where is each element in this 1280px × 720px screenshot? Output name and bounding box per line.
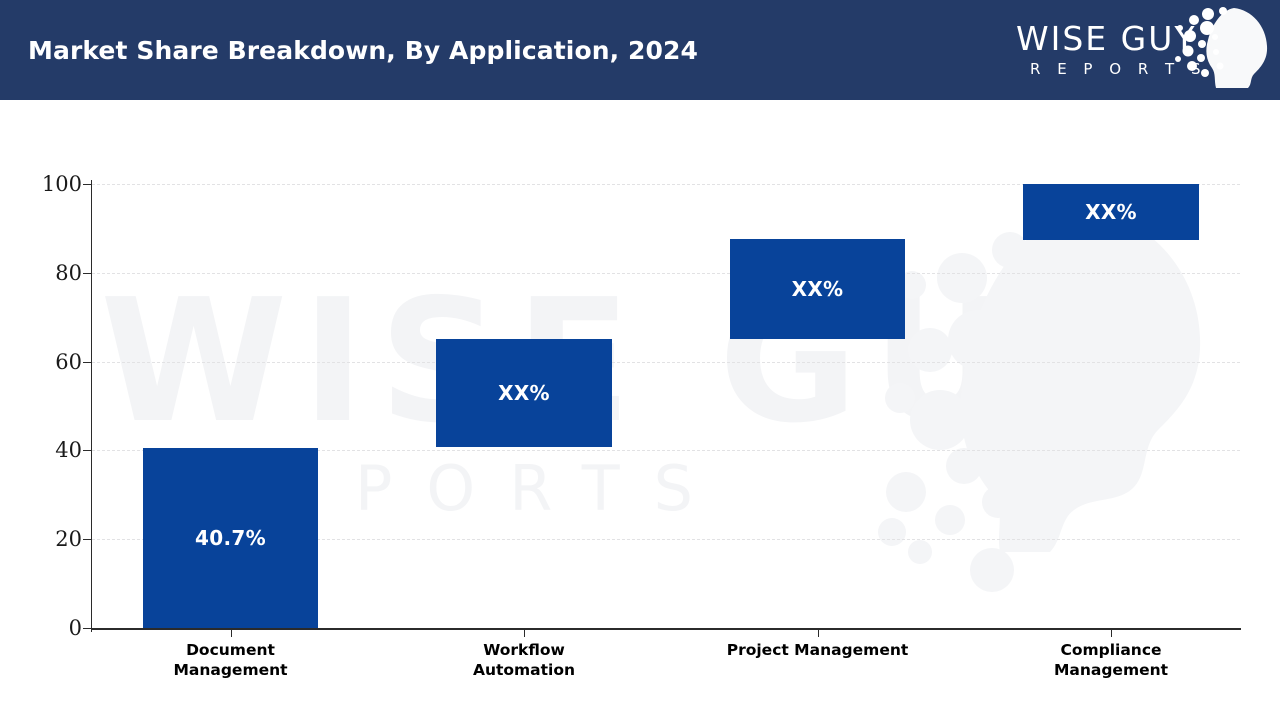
x-tick-label-project-management: Project Management	[726, 641, 909, 659]
x-tick-label-workflow-automation: Workflow Automation	[472, 641, 576, 679]
y-axis-line	[91, 180, 92, 632]
gridline-40	[92, 450, 1240, 452]
gridline-100	[92, 184, 1240, 185]
bar-label-workflow-automation: XX%	[498, 381, 550, 406]
x-tick-label-compliance-management: Compliance Management	[1053, 641, 1169, 679]
svg-text:WISE GUY: WISE GUY	[1016, 19, 1197, 58]
y-tick-label-20: 20	[55, 527, 82, 552]
y-tick-label-100: 100	[41, 172, 82, 196]
bar-label-document-management: 40.7%	[195, 526, 266, 551]
bar-document-management[interactable]: 40.7%	[143, 448, 318, 628]
y-tick-label-80: 80	[55, 260, 82, 285]
bar-label-compliance-management: XX%	[1085, 199, 1137, 224]
x-tick-label-document-management: Document Management	[173, 641, 288, 679]
y-tick-label-0: 0	[68, 616, 82, 640]
y-tick-mark-100	[83, 184, 92, 185]
bar-compliance-management[interactable]: XX%	[1023, 184, 1199, 240]
y-tick-mark-20	[83, 539, 92, 541]
y-tick-mark-80	[83, 272, 92, 274]
gridline-80	[92, 272, 1240, 274]
x-tick-mark-0	[230, 628, 232, 637]
y-tick-label-40: 40	[55, 438, 82, 463]
y-tick-mark-40	[83, 450, 92, 452]
y-tick-label-60: 60	[55, 349, 82, 374]
page-title: Market Share Breakdown, By Application, …	[28, 35, 699, 65]
x-tick-mark-3	[1111, 628, 1112, 637]
gridline-60	[92, 361, 1240, 363]
y-tick-mark-0	[83, 628, 92, 629]
y-tick-mark-60	[83, 361, 92, 363]
x-tick-mark-2	[817, 628, 819, 637]
bar-label-project-management: XX%	[791, 277, 844, 302]
page-header: Market Share Breakdown, By Application, …	[0, 0, 1280, 100]
bar-project-management[interactable]: XX%	[730, 239, 905, 340]
x-tick-mark-1	[524, 628, 525, 637]
svg-text:PORTS: PORTS	[355, 452, 727, 525]
chart-canvas: WISE GUY PORTS	[0, 100, 1280, 720]
wise-guy-reports-logo: WISE GUY R E P O R T S	[1002, 4, 1272, 96]
bar-workflow-automation[interactable]: XX%	[436, 339, 612, 448]
svg-text:R E P O R T S: R E P O R T S	[1030, 60, 1206, 78]
gridline-20	[92, 539, 1240, 541]
x-axis-line	[91, 628, 1241, 630]
